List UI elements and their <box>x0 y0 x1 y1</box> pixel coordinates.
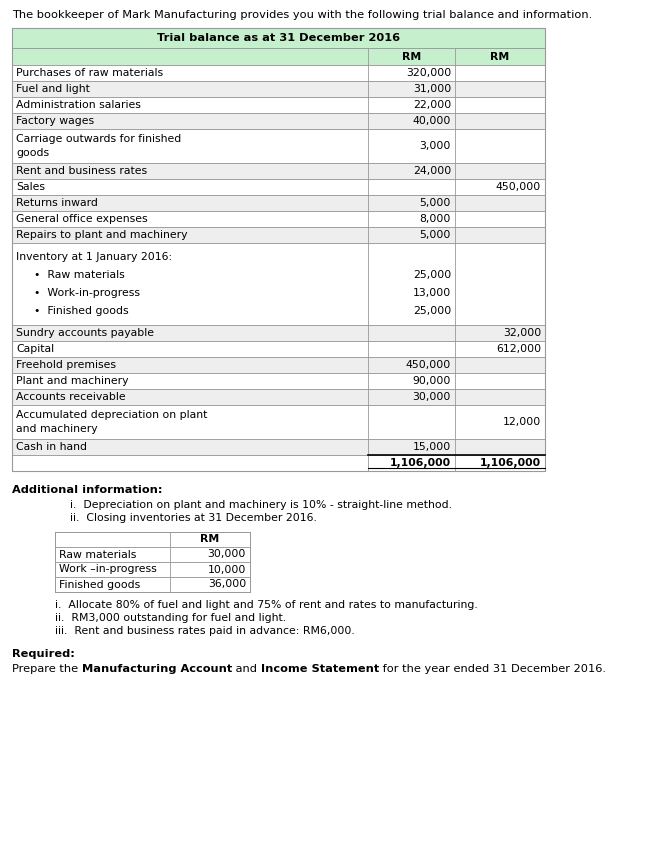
Text: Administration salaries: Administration salaries <box>16 100 141 110</box>
Text: 5,000: 5,000 <box>419 230 451 240</box>
Bar <box>12 389 545 405</box>
Text: RM: RM <box>200 535 220 545</box>
Text: 24,000: 24,000 <box>413 166 451 176</box>
Text: RM: RM <box>490 51 510 62</box>
Text: RM: RM <box>402 51 421 62</box>
Text: Inventory at 1 January 2016:: Inventory at 1 January 2016: <box>16 251 172 262</box>
Text: goods: goods <box>16 148 49 158</box>
Text: Work –in-progress: Work –in-progress <box>59 565 157 575</box>
Text: 25,000: 25,000 <box>413 270 451 280</box>
Text: 40,000: 40,000 <box>413 116 451 126</box>
Text: 32,000: 32,000 <box>502 328 541 338</box>
Text: The bookkeeper of Mark Manufacturing provides you with the following trial balan: The bookkeeper of Mark Manufacturing pro… <box>12 10 592 20</box>
Bar <box>12 243 545 325</box>
Text: Repairs to plant and machinery: Repairs to plant and machinery <box>16 230 188 240</box>
Text: ii.  Closing inventories at 31 December 2016.: ii. Closing inventories at 31 December 2… <box>70 513 317 523</box>
Bar <box>12 28 545 48</box>
Text: Factory wages: Factory wages <box>16 116 94 126</box>
Text: 8,000: 8,000 <box>419 214 451 224</box>
Bar <box>12 405 545 439</box>
Text: •  Raw materials: • Raw materials <box>34 270 125 280</box>
Text: 320,000: 320,000 <box>406 68 451 78</box>
Bar <box>55 577 250 592</box>
Text: and machinery: and machinery <box>16 424 98 434</box>
Text: and: and <box>232 664 261 674</box>
Bar <box>12 195 545 211</box>
Text: Manufacturing Account: Manufacturing Account <box>82 664 232 674</box>
Text: 450,000: 450,000 <box>496 182 541 192</box>
Bar <box>12 455 545 471</box>
Bar <box>12 81 545 97</box>
Bar <box>12 341 545 357</box>
Bar <box>12 113 545 129</box>
Text: 450,000: 450,000 <box>406 360 451 370</box>
Text: 36,000: 36,000 <box>208 579 246 589</box>
Text: Carriage outwards for finished: Carriage outwards for finished <box>16 134 182 144</box>
Bar <box>12 211 545 227</box>
Text: Accumulated depreciation on plant: Accumulated depreciation on plant <box>16 410 208 420</box>
Bar <box>12 439 545 455</box>
Bar <box>12 97 545 113</box>
Bar <box>12 373 545 389</box>
Text: Sales: Sales <box>16 182 45 192</box>
Text: Finished goods: Finished goods <box>59 579 140 589</box>
Text: Cash in hand: Cash in hand <box>16 442 87 452</box>
Text: 30,000: 30,000 <box>208 549 246 559</box>
Text: General office expenses: General office expenses <box>16 214 147 224</box>
Bar <box>55 547 250 562</box>
Text: i.  Allocate 80% of fuel and light and 75% of rent and rates to manufacturing.: i. Allocate 80% of fuel and light and 75… <box>55 600 478 610</box>
Text: Returns inward: Returns inward <box>16 198 98 208</box>
Text: Prepare the: Prepare the <box>12 664 82 674</box>
Text: Accounts receivable: Accounts receivable <box>16 392 126 402</box>
Text: Rent and business rates: Rent and business rates <box>16 166 147 176</box>
Text: 3,000: 3,000 <box>419 141 451 151</box>
Text: Fuel and light: Fuel and light <box>16 84 90 94</box>
Text: 1,106,000: 1,106,000 <box>390 458 451 468</box>
Text: i.  Depreciation on plant and machinery is 10% - straight-line method.: i. Depreciation on plant and machinery i… <box>70 500 452 510</box>
Text: 612,000: 612,000 <box>496 344 541 354</box>
Text: 22,000: 22,000 <box>413 100 451 110</box>
Text: Trial balance as at 31 December 2016: Trial balance as at 31 December 2016 <box>157 33 400 43</box>
Text: ii.  RM3,000 outstanding for fuel and light.: ii. RM3,000 outstanding for fuel and lig… <box>55 613 286 623</box>
Text: Raw materials: Raw materials <box>59 549 137 559</box>
Text: 13,000: 13,000 <box>413 288 451 298</box>
Bar <box>12 325 545 341</box>
Text: 90,000: 90,000 <box>413 376 451 386</box>
Text: Plant and machinery: Plant and machinery <box>16 376 129 386</box>
Bar <box>12 227 545 243</box>
Text: Purchases of raw materials: Purchases of raw materials <box>16 68 163 78</box>
Text: iii.  Rent and business rates paid in advance: RM6,000.: iii. Rent and business rates paid in adv… <box>55 626 354 636</box>
Text: Freehold premises: Freehold premises <box>16 360 116 370</box>
Bar <box>55 562 250 577</box>
Bar <box>55 532 250 592</box>
Bar <box>12 129 545 163</box>
Text: Sundry accounts payable: Sundry accounts payable <box>16 328 154 338</box>
Bar <box>55 532 250 547</box>
Text: Required:: Required: <box>12 649 75 659</box>
Text: 1,106,000: 1,106,000 <box>480 458 541 468</box>
Text: 31,000: 31,000 <box>413 84 451 94</box>
Text: 12,000: 12,000 <box>502 417 541 427</box>
Bar <box>12 357 545 373</box>
Text: 25,000: 25,000 <box>413 306 451 317</box>
Text: 10,000: 10,000 <box>208 565 246 575</box>
Text: Additional information:: Additional information: <box>12 485 163 495</box>
Text: 15,000: 15,000 <box>413 442 451 452</box>
Text: •  Work-in-progress: • Work-in-progress <box>34 288 140 298</box>
Bar <box>12 65 545 81</box>
Bar <box>12 28 545 471</box>
Bar <box>12 179 545 195</box>
Text: for the year ended 31 December 2016.: for the year ended 31 December 2016. <box>379 664 606 674</box>
Text: 30,000: 30,000 <box>413 392 451 402</box>
Text: Income Statement: Income Statement <box>261 664 379 674</box>
Bar <box>12 48 545 65</box>
Text: Capital: Capital <box>16 344 54 354</box>
Text: •  Finished goods: • Finished goods <box>34 306 129 317</box>
Bar <box>12 163 545 179</box>
Text: 5,000: 5,000 <box>419 198 451 208</box>
